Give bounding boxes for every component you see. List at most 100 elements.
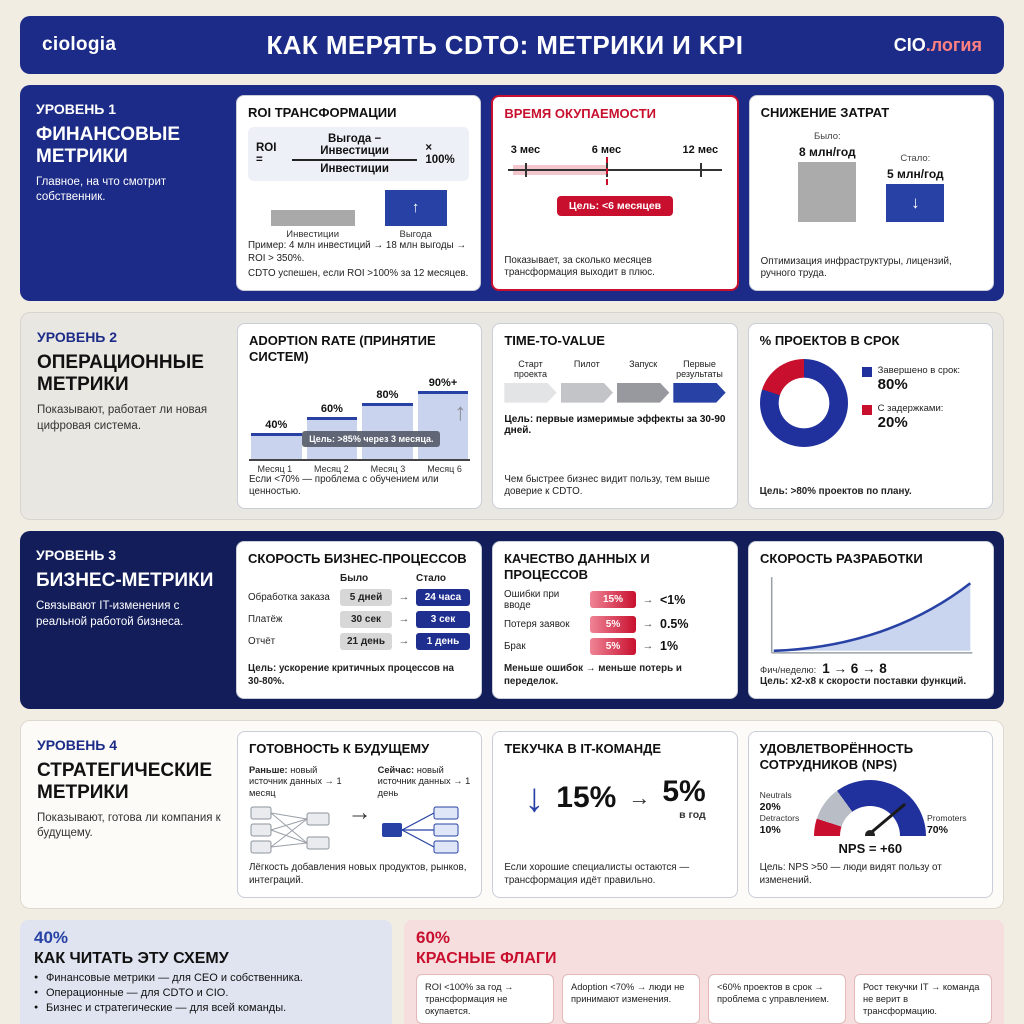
adoption-month-6: Месяц 6 <box>427 463 462 474</box>
arrow-down-icon: ↓ <box>524 775 545 820</box>
quality-row-2-after: 0.5% <box>660 617 689 632</box>
roi-card-title: ROI ТРАНСФОРМАЦИИ <box>248 105 397 120</box>
donut-graphic <box>759 358 848 447</box>
adoption-month-3: Месяц 3 <box>370 463 406 474</box>
adoption-month-labels: Месяц 1 Месяц 2 Месяц 3 Месяц 6 <box>249 458 471 474</box>
adoption-step-1-value: 40% <box>265 418 288 431</box>
arrow-right-icon: → <box>347 799 372 827</box>
quality-row-3-before: 5% <box>590 637 636 655</box>
payback-axis <box>508 168 722 171</box>
roi-formula-lhs: ROI = <box>256 141 277 166</box>
nps-card-title: УДОВЛЕТВОРЁННОСТЬ СОТРУДНИКОВ (NPS) <box>759 740 914 772</box>
cost-before-label: Было: <box>813 130 841 142</box>
turnover-figures: ↓ 15% → 5% в год <box>504 775 725 821</box>
cost-note: Оптимизация инфраструктуры, лицензий, ру… <box>760 255 952 280</box>
payback-goal-badge: Цель: <6 месяцев <box>556 195 674 216</box>
payback-timeline: 3 мес 6 мес 12 мес <box>508 142 722 188</box>
red-flags-block: 60% КРАСНЫЕ ФЛАГИ ROI <100% за год → тра… <box>404 920 1004 1024</box>
quality-row-3-name: Брак <box>504 640 526 652</box>
brand-logia: .логия <box>925 34 982 55</box>
legend-done-value: 80% <box>877 375 908 393</box>
ttv-note: Чем быстрее бизнес видит пользу, тем выш… <box>504 473 710 498</box>
legend-delayed-label: С задержками: <box>877 402 944 414</box>
redflag-card-4: Рост текучки IT → команда не верит в тра… <box>854 974 992 1024</box>
future-after-text: новый источник данных → 1 день <box>377 764 471 798</box>
ontime-donut-chart: Завершено в срок: 80% С задержками: 20% <box>759 358 981 447</box>
cost-after-bar: ↓ <box>886 183 945 222</box>
howto-item-1: Финансовые метрики — для CEO и собственн… <box>34 972 378 984</box>
level4-label: УРОВЕНЬ 4 <box>37 736 118 753</box>
nps-promoters-value: 70% <box>926 823 948 836</box>
legend-done-label: Завершено в срок: <box>877 364 961 376</box>
dev-caption: Фич/неделю: 1 → 6 → 8 <box>760 661 982 676</box>
roi-investments-label: Инвестиции <box>286 228 340 240</box>
level2-desc: Показывают, работает ли новая цифровая с… <box>37 404 208 432</box>
adoption-step-4: 90%+ <box>417 377 469 459</box>
speed-row-1-after: 24 часа <box>416 588 470 606</box>
payback-tick-label-12m: 12 мес <box>682 143 719 156</box>
turnover-card-title: ТЕКУЧКА В IT-КОМАНДЕ <box>504 740 662 756</box>
roi-investments-column: Инвестиции <box>270 209 355 240</box>
nps-score: NPS = +60 <box>838 841 903 857</box>
how-to-read-block: 40% КАК ЧИТАТЬ ЭТУ СХЕМУ Финансовые метр… <box>20 920 392 1024</box>
speed-row-3-after: 1 день <box>416 632 470 650</box>
adoption-goal-badge: Цель: >85% через 3 месяца. <box>302 430 441 447</box>
adoption-step-2-value: 60% <box>320 402 343 415</box>
adoption-month-1: Месяц 1 <box>257 463 293 474</box>
howto-title: КАК ЧИТАТЬ ЭТУ СХЕМУ <box>34 950 229 968</box>
payback-card-title: ВРЕМЯ ОКУПАЕМОСТИ <box>504 106 656 121</box>
dev-caption-label: Фич/неделю: <box>760 664 817 676</box>
cost-after-column: Стало: 5 млн/год ↓ <box>886 152 945 222</box>
level2-title: ОПЕРАЦИОННЫЕ МЕТРИКИ <box>37 352 204 396</box>
quality-row-1-name: Ошибки при вводе <box>504 588 560 611</box>
legend-delayed-value: 20% <box>877 413 908 431</box>
speed-col-before: Было <box>340 572 369 584</box>
nps-gauge-block: Neutrals 20% Detractors 10% Promoters 70… <box>760 780 981 837</box>
arrow-up-icon: ↑ <box>454 398 467 426</box>
level1-title: ФИНАНСОВЫЕ МЕТРИКИ <box>36 124 181 167</box>
level4-panel: УРОВЕНЬ 4 СТРАТЕГИЧЕСКИЕ МЕТРИКИ Показыв… <box>31 731 227 898</box>
turnover-unit: в год <box>679 808 706 821</box>
adoption-step-1-bar <box>251 432 302 459</box>
nps-promoters-label: Promoters <box>926 813 967 824</box>
redflags-percent: 60% <box>416 928 451 948</box>
level2-row: УРОВЕНЬ 2 ОПЕРАЦИОННЫЕ МЕТРИКИ Показываю… <box>20 312 1004 521</box>
level2-label: УРОВЕНЬ 2 <box>37 329 118 346</box>
payback-tick-label-6m: 6 мес <box>591 143 622 156</box>
cost-bar-chart: Было: 8 млн/год Стало: 5 млн/год ↓ <box>761 131 982 222</box>
adoption-step-chart: 40% 60% 80% 90%+ Цель: >85% через 3 меся… <box>249 371 470 459</box>
ttv-stage-2-label: Пилот <box>573 358 600 369</box>
adoption-step-1: 40% <box>251 419 302 459</box>
payback-note: Показывает, за сколько месяцев трансформ… <box>504 254 655 279</box>
adoption-step-3: 80% <box>362 389 413 459</box>
header: ciologia КАК МЕРЯТЬ CDTO: МЕТРИКИ И KPI … <box>20 16 1004 74</box>
future-before-text: новый источник данных → 1 месяц <box>249 764 342 798</box>
speed-row-3-before: 21 день <box>340 632 392 650</box>
arrow-right-icon: → <box>642 618 654 631</box>
level1-row: УРОВЕНЬ 1 ФИНАНСОВЫЕ МЕТРИКИ Главное, на… <box>20 85 1004 302</box>
ttv-chevron-1 <box>504 382 557 403</box>
level1-label: УРОВЕНЬ 1 <box>36 101 117 117</box>
level3-label: УРОВЕНЬ 3 <box>36 547 117 564</box>
modern-architecture-diagram <box>381 806 459 854</box>
ttv-goal: Цель: первые измеримые эффекты за 30-90 … <box>504 413 726 436</box>
speed-table: Было Стало Обработка заказа 5 дней → 24 … <box>248 573 470 650</box>
process-speed-card: СКОРОСТЬ БИЗНЕС-ПРОЦЕССОВ Было Стало Обр… <box>236 541 482 699</box>
cost-reduction-card: СНИЖЕНИЕ ЗАТРАТ Было: 8 млн/год Стало: 5… <box>748 95 994 292</box>
dev-speed-area-chart <box>770 577 973 654</box>
level1-desc: Главное, на что смотрит собственник. <box>36 175 167 204</box>
roi-bar-chart: Инвестиции ↑ Выгода <box>248 189 469 240</box>
turnover-to-value: 5% <box>662 774 706 808</box>
ttv-stage-1-label: Старт проекта <box>514 358 547 380</box>
arrow-right-icon: → <box>642 640 654 653</box>
roi-card: ROI ТРАНСФОРМАЦИИ ROI = Выгода − Инвести… <box>236 95 482 292</box>
bottom-section: 40% КАК ЧИТАТЬ ЭТУ СХЕМУ Финансовые метр… <box>20 920 1004 1024</box>
future-after-column: Сейчас: новый источник данных → 1 день <box>378 765 471 863</box>
level4-title: СТРАТЕГИЧЕСКИЕ МЕТРИКИ <box>37 759 213 803</box>
nps-gauge-pivot <box>865 830 876 837</box>
future-note: Лёгкость добавления новых продуктов, рын… <box>249 862 467 887</box>
dev-card-title: СКОРОСТЬ РАЗРАБОТКИ <box>760 551 923 567</box>
nps-gauge <box>814 780 927 837</box>
cost-after-label: Стало: <box>900 152 931 164</box>
turnover-note: Если хорошие специалисты остаются — тран… <box>504 862 690 887</box>
